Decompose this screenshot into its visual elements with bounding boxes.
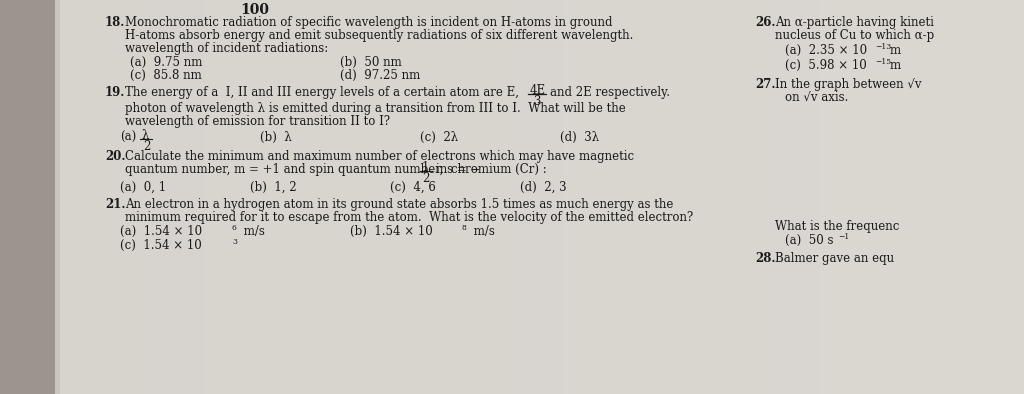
- Text: (b)  1, 2: (b) 1, 2: [250, 181, 297, 194]
- Text: 100: 100: [240, 3, 269, 17]
- Text: on √v axis.: on √v axis.: [785, 91, 848, 104]
- Text: (b)  1.54 × 10: (b) 1.54 × 10: [350, 225, 433, 238]
- Text: m/s: m/s: [470, 225, 495, 238]
- Bar: [154, 0, 205, 394]
- Text: Monochromatic radiation of specific wavelength is incident on H-atoms in ground: Monochromatic radiation of specific wave…: [125, 16, 612, 29]
- Text: What is the frequenc: What is the frequenc: [775, 220, 899, 233]
- Text: (c)  4, 6: (c) 4, 6: [390, 181, 436, 194]
- Text: 28.: 28.: [755, 252, 775, 265]
- Bar: [102, 0, 154, 394]
- Text: (d)  3λ: (d) 3λ: [560, 131, 599, 144]
- Text: (a)  2.35 × 10: (a) 2.35 × 10: [785, 44, 867, 57]
- Bar: [563, 0, 614, 394]
- Text: An α-particle having kineti: An α-particle having kineti: [775, 16, 934, 29]
- Text: λ: λ: [142, 129, 150, 142]
- Text: −15: −15: [874, 58, 891, 66]
- Text: 20.: 20.: [105, 150, 126, 163]
- Text: m: m: [890, 44, 901, 57]
- Text: in chromium (Cr) :: in chromium (Cr) :: [436, 163, 547, 176]
- Text: H-atoms absorb energy and emit subsequently radiations of six different waveleng: H-atoms absorb energy and emit subsequen…: [125, 29, 634, 42]
- Text: 26.: 26.: [755, 16, 775, 29]
- Text: (a)  1.54 × 10: (a) 1.54 × 10: [120, 225, 202, 238]
- Text: −1: −1: [838, 233, 849, 241]
- Text: An electron in a hydrogen atom in its ground state absorbs 1.5 times as much ene: An electron in a hydrogen atom in its gr…: [125, 198, 674, 211]
- Text: (a)  0, 1: (a) 0, 1: [120, 181, 166, 194]
- Bar: [614, 0, 666, 394]
- Text: 27.: 27.: [755, 78, 775, 91]
- Text: minimum required for it to escape from the atom.  What is the velocity of the em: minimum required for it to escape from t…: [125, 211, 693, 224]
- Text: Calculate the minimum and maximum number of electrons which may have magnetic: Calculate the minimum and maximum number…: [125, 150, 634, 163]
- Text: wavelength of emission for transition II to I?: wavelength of emission for transition II…: [125, 115, 390, 128]
- Bar: [307, 0, 358, 394]
- Text: Balmer gave an equ: Balmer gave an equ: [775, 252, 894, 265]
- Bar: [768, 0, 819, 394]
- Text: m: m: [890, 59, 901, 72]
- Text: 3: 3: [232, 238, 237, 246]
- Text: 3: 3: [534, 95, 541, 108]
- Text: 6: 6: [232, 224, 237, 232]
- Text: 19.: 19.: [105, 86, 125, 99]
- Text: 18.: 18.: [105, 16, 125, 29]
- Text: 1: 1: [422, 161, 429, 174]
- Bar: [0, 0, 51, 394]
- Bar: [717, 0, 768, 394]
- Text: (d)  97.25 nm: (d) 97.25 nm: [340, 69, 420, 82]
- Bar: [973, 0, 1024, 394]
- Text: (d)  2, 3: (d) 2, 3: [520, 181, 566, 194]
- Bar: [51, 0, 102, 394]
- Bar: [922, 0, 973, 394]
- Text: The energy of a  I, II and III energy levels of a certain atom are E,: The energy of a I, II and III energy lev…: [125, 86, 519, 99]
- Text: −13: −13: [874, 43, 891, 51]
- Text: (a)  50 s: (a) 50 s: [785, 234, 834, 247]
- Bar: [461, 0, 512, 394]
- Text: and 2E respectively.: and 2E respectively.: [550, 86, 670, 99]
- Bar: [358, 0, 410, 394]
- Bar: [256, 0, 307, 394]
- Text: 4E: 4E: [530, 84, 546, 97]
- Text: In the graph between √v: In the graph between √v: [775, 78, 922, 91]
- Text: (c)  5.98 × 10: (c) 5.98 × 10: [785, 59, 866, 72]
- Text: m/s: m/s: [240, 225, 265, 238]
- Bar: [0, 0, 60, 394]
- Text: (c)  1.54 × 10: (c) 1.54 × 10: [120, 239, 202, 252]
- Bar: [819, 0, 870, 394]
- Text: (a): (a): [120, 131, 136, 144]
- Text: 21.: 21.: [105, 198, 126, 211]
- Text: 2: 2: [143, 140, 151, 153]
- Text: (b)  50 nm: (b) 50 nm: [340, 56, 401, 69]
- Text: (c)  2λ: (c) 2λ: [420, 131, 459, 144]
- Bar: [666, 0, 717, 394]
- Text: quantum number, m = +1 and spin quantum number, s = −: quantum number, m = +1 and spin quantum …: [125, 163, 480, 176]
- Text: nucleus of Cu to which α-p: nucleus of Cu to which α-p: [775, 29, 934, 42]
- Text: 8: 8: [462, 224, 467, 232]
- Bar: [410, 0, 461, 394]
- Text: 2: 2: [422, 172, 429, 185]
- Text: (c)  85.8 nm: (c) 85.8 nm: [130, 69, 202, 82]
- Bar: [870, 0, 922, 394]
- Text: (a)  9.75 nm: (a) 9.75 nm: [130, 56, 203, 69]
- Bar: [512, 0, 563, 394]
- Bar: [205, 0, 256, 394]
- Text: photon of wavelength λ is emitted during a transition from III to I.  What will : photon of wavelength λ is emitted during…: [125, 102, 626, 115]
- Text: (b)  λ: (b) λ: [260, 131, 292, 144]
- Text: wavelength of incident radiations:: wavelength of incident radiations:: [125, 42, 329, 55]
